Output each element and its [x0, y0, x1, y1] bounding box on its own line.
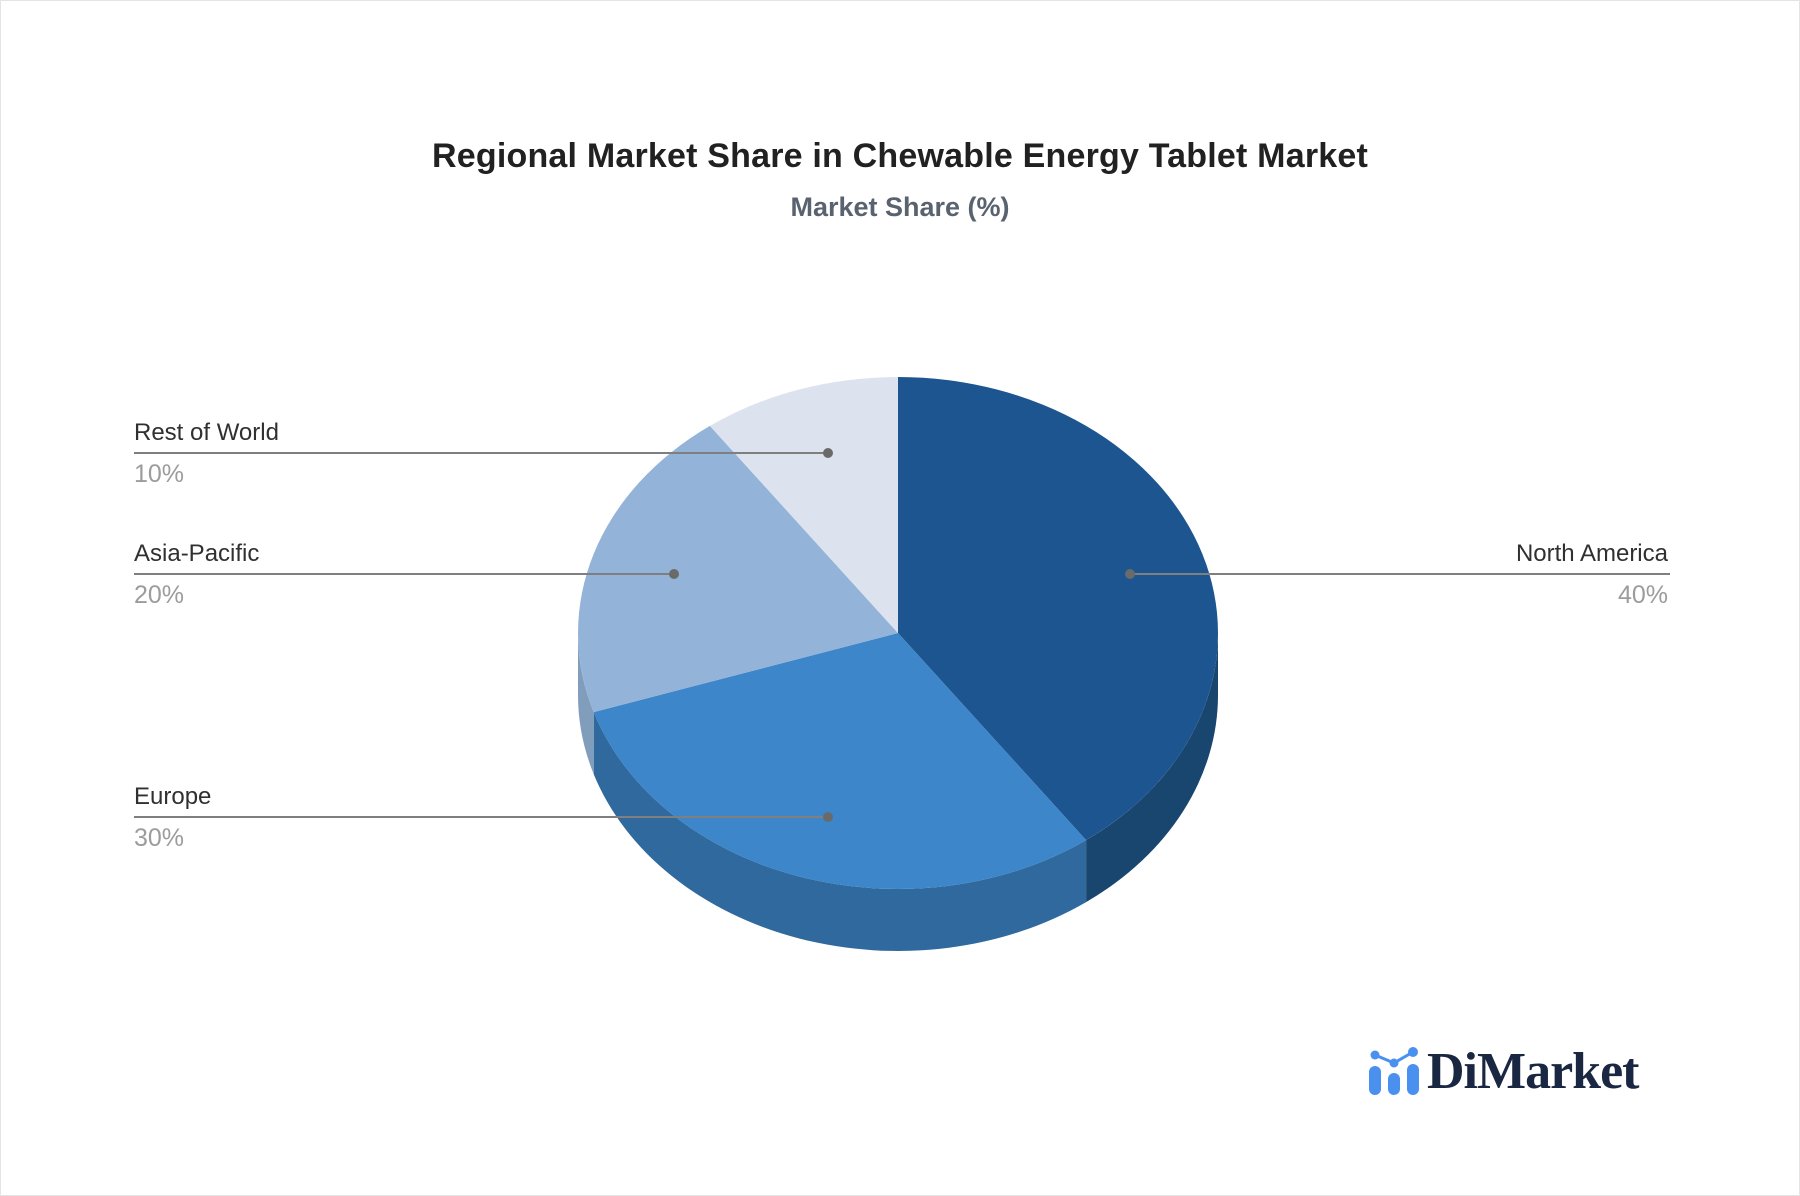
callout-europe: Europe 30%: [134, 783, 211, 852]
pie-slice-asia-pacific[interactable]: [578, 425, 898, 713]
callout-asia-pacific: Asia-Pacific 20%: [134, 540, 259, 609]
logo-trend-dot: [1389, 1058, 1399, 1068]
logo-trend-dot: [1370, 1050, 1380, 1060]
callout-percent: 30%: [134, 824, 185, 852]
callout-north-america: North America 40%: [1516, 540, 1668, 609]
callout-percent: 20%: [134, 581, 185, 609]
callout-label: Rest of World: [134, 419, 279, 446]
logo-trend-dot: [1408, 1047, 1418, 1057]
callout-label: North America: [1515, 540, 1668, 567]
pie-slice-europe-side: [593, 712, 1087, 951]
dimarket-logo: DiMarket: [1369, 1043, 1641, 1100]
leader-dot-rest-of-world: [823, 448, 833, 458]
callout-label: Europe: [134, 783, 212, 810]
pie-slice-rest-of-world[interactable]: [709, 377, 898, 633]
leader-dot-north-america: [1125, 569, 1135, 579]
bar-chart-with-trendline-icon: [1369, 1047, 1419, 1095]
pie-slice-europe[interactable]: [593, 633, 1087, 889]
logo-text: DiMarket: [1427, 1043, 1640, 1100]
logo-bar-right: [1407, 1064, 1419, 1095]
callout-percent: 10%: [134, 460, 185, 488]
callout-percent: 40%: [1617, 581, 1668, 609]
pie-slice-asia-pacific-side: [578, 633, 594, 775]
leader-dot-asia-pacific: [669, 569, 679, 579]
chart-subtitle: Market Share (%): [790, 192, 1010, 222]
chart-title: Regional Market Share in Chewable Energy…: [432, 137, 1368, 175]
callout-label: Asia-Pacific: [134, 540, 260, 567]
callout-rest-of-world: Rest of World 10%: [134, 419, 279, 488]
logo-bar-left: [1369, 1066, 1381, 1095]
leader-dot-europe: [823, 812, 833, 822]
logo-bar-middle: [1388, 1073, 1400, 1095]
pie-slice-north-america[interactable]: [898, 377, 1218, 841]
pie-slice-north-america-side: [1086, 633, 1218, 903]
